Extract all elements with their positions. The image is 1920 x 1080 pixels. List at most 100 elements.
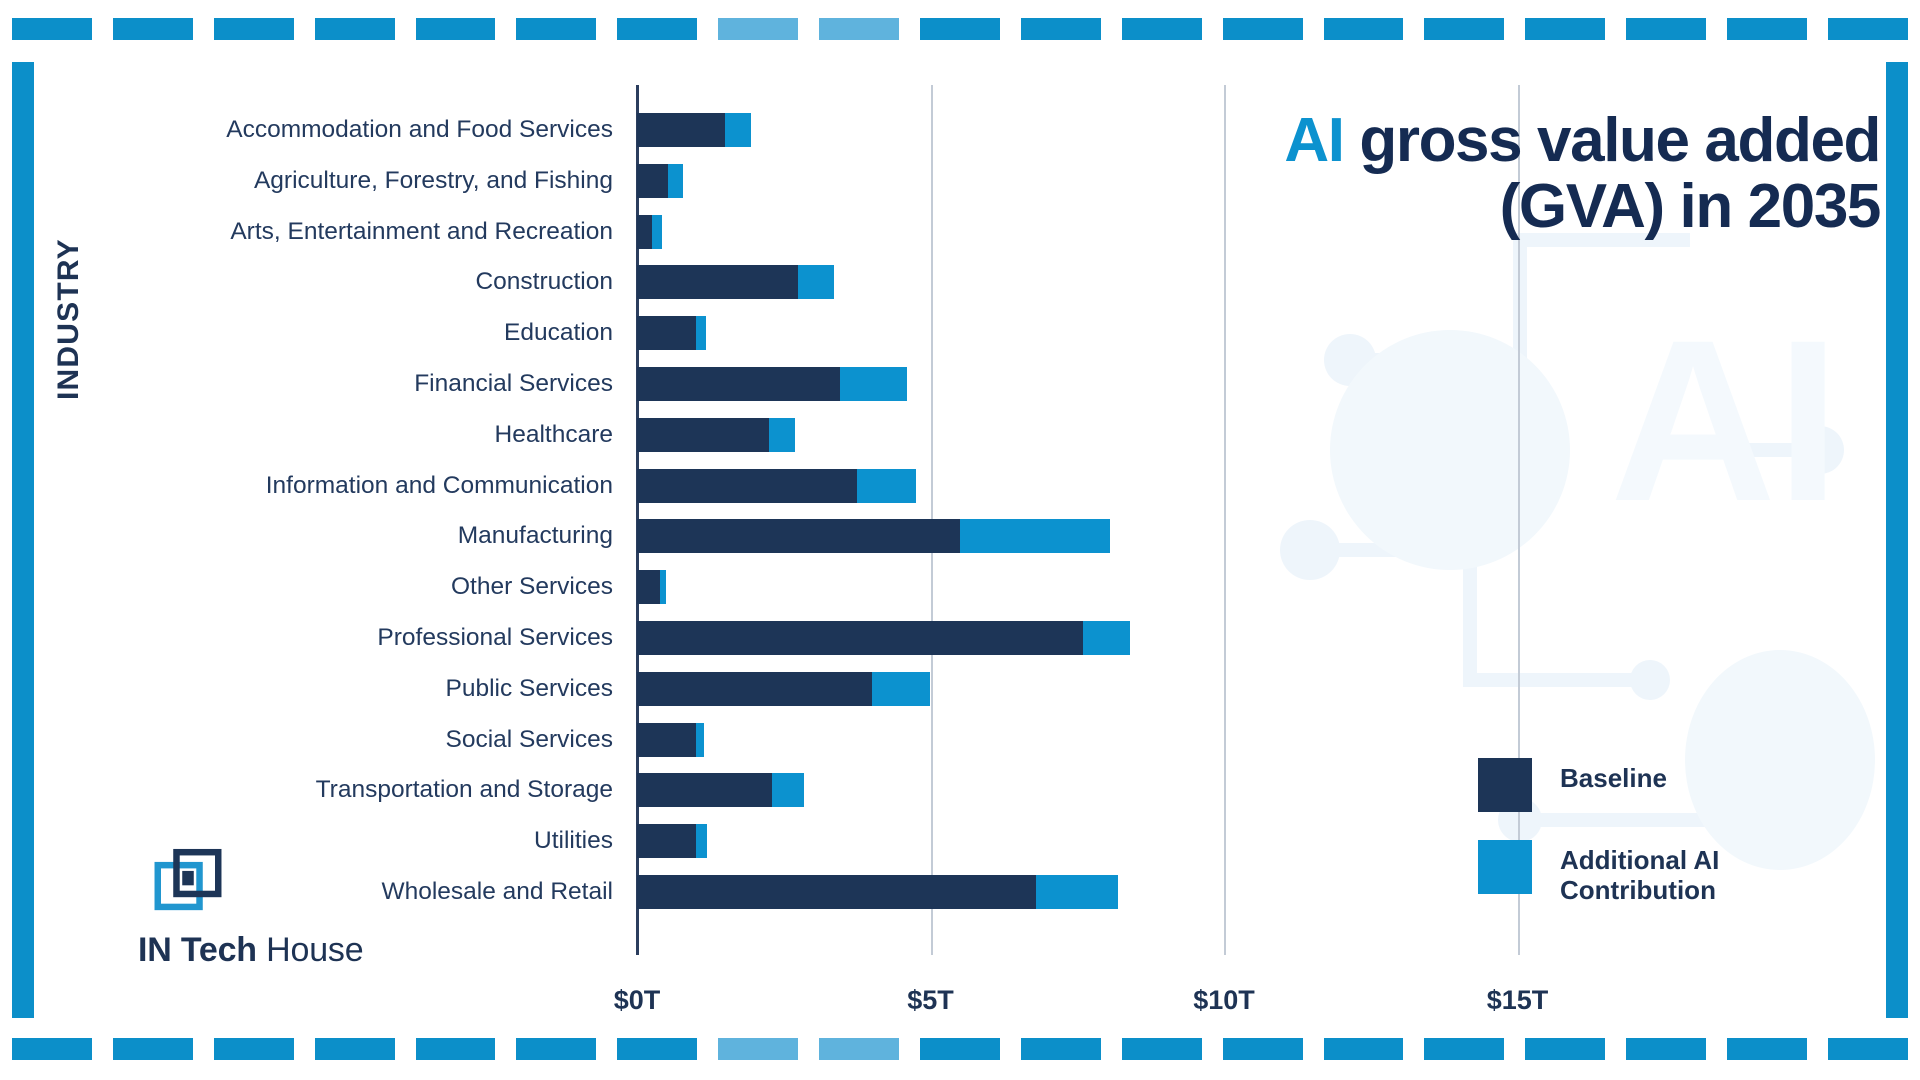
- dash-segment: [12, 1038, 92, 1060]
- left-border-bar: [12, 62, 34, 1018]
- dash-segment: [1727, 18, 1808, 40]
- bar-row[interactable]: [637, 671, 931, 706]
- logo-light-text: House: [266, 931, 364, 969]
- title-highlight: AI: [1284, 106, 1345, 175]
- x-tick-label: $15T: [1486, 985, 1549, 1015]
- bar-row[interactable]: [637, 722, 705, 757]
- dash-segment: [213, 18, 294, 40]
- legend-label: Baseline: [1560, 763, 1667, 793]
- bar-segment-baseline: [637, 621, 1084, 655]
- bar-row[interactable]: [637, 163, 683, 198]
- dash-segment: [1323, 18, 1404, 40]
- dash-segment: [1525, 1038, 1606, 1060]
- bottom-dashed-border: [0, 1038, 1920, 1060]
- dash-segment: [819, 1038, 900, 1060]
- category-label: Public Services: [445, 674, 613, 702]
- bar-segment-baseline: [637, 214, 652, 249]
- dash-segment: [1222, 1038, 1303, 1060]
- bar-row[interactable]: [637, 519, 1110, 554]
- bar-row[interactable]: [637, 875, 1119, 909]
- bar-segment-baseline: [637, 316, 696, 351]
- dash-segment: [1323, 1038, 1404, 1060]
- bar-row[interactable]: [637, 265, 834, 300]
- bar-row[interactable]: [637, 824, 708, 859]
- category-label: Social Services: [445, 725, 613, 753]
- bar-row[interactable]: [637, 417, 796, 452]
- bar-row[interactable]: [637, 773, 805, 808]
- dash-segment: [314, 18, 395, 40]
- dash-segment: [1626, 18, 1707, 40]
- title-rest: gross value added: [1343, 106, 1881, 175]
- dash-segment: [1828, 18, 1908, 40]
- bar-segment-ai-contribution: [959, 519, 1110, 554]
- bar-segment-baseline: [637, 519, 960, 554]
- bar-row[interactable]: [637, 468, 916, 503]
- bar-segment-baseline: [637, 671, 872, 706]
- page-title: AI gross value added (GVA) in 2035: [880, 106, 1881, 239]
- bar-segment-ai-contribution: [725, 113, 752, 147]
- bar-row[interactable]: [637, 367, 907, 401]
- brand-logo: IN Tech House: [138, 845, 364, 970]
- dash-segment: [920, 18, 1000, 40]
- dash-segment: [1424, 1038, 1505, 1060]
- bar-segment-baseline: [637, 773, 772, 808]
- gridline-15T: [1517, 85, 1520, 955]
- x-tick-label: $0T: [613, 985, 661, 1015]
- legend: Baseline Additional AI Contribution: [1478, 758, 1719, 933]
- bar-segment-baseline: [637, 468, 858, 503]
- legend-label: Additional AI Contribution: [1560, 845, 1720, 905]
- dash-segment: [112, 1038, 193, 1060]
- category-label: Financial Services: [414, 370, 613, 397]
- dash-segment: [1222, 18, 1303, 40]
- dash-segment: [920, 1038, 1000, 1060]
- bar-segment-baseline: [637, 875, 1037, 909]
- category-label: Accommodation and Food Services: [226, 116, 613, 143]
- dash-segment: [516, 18, 597, 40]
- category-label: Construction: [475, 268, 613, 296]
- dash-segment: [314, 1038, 395, 1060]
- dash-segment: [1020, 18, 1101, 40]
- bar-segment-ai-contribution: [651, 214, 662, 249]
- x-tick-label: $10T: [1193, 985, 1255, 1015]
- bar-segment-ai-contribution: [857, 468, 916, 503]
- category-label: Professional Services: [377, 624, 613, 651]
- bar-row[interactable]: [637, 570, 667, 605]
- bar-segment-baseline: [637, 824, 696, 859]
- bar-row[interactable]: [637, 621, 1131, 655]
- dash-segment: [1424, 18, 1505, 40]
- bar-segment-baseline: [637, 570, 661, 605]
- dash-segment: [213, 1038, 294, 1060]
- dash-segment: [1020, 1038, 1101, 1060]
- dash-segment: [415, 18, 496, 40]
- dash-segment: [819, 18, 900, 40]
- x-tick-label: $5T: [907, 985, 954, 1015]
- bar-segment-baseline: [637, 265, 799, 300]
- category-label: Other Services: [450, 573, 613, 601]
- bar-row[interactable]: [637, 113, 752, 147]
- category-label: Information and Communication: [265, 471, 613, 499]
- right-border-bar: [1886, 62, 1908, 1018]
- category-label: Healthcare: [494, 420, 613, 448]
- category-label: Wholesale and Retail: [381, 878, 613, 905]
- bar-segment-ai-contribution: [772, 773, 805, 808]
- category-label: Agriculture, Forestry, and Fishing: [253, 166, 613, 194]
- intechhouse-mark-icon: [154, 848, 222, 911]
- bar-segment-ai-contribution: [1036, 875, 1119, 909]
- dash-segment: [12, 18, 92, 40]
- bar-segment-baseline: [637, 163, 669, 198]
- bar-row[interactable]: [637, 214, 662, 249]
- dash-segment: [1727, 1038, 1808, 1060]
- category-label: Education: [504, 319, 613, 347]
- dash-segment: [516, 1038, 597, 1060]
- bar-segment-ai-contribution: [668, 163, 683, 198]
- dash-segment: [1525, 18, 1606, 40]
- logo-bold-text: IN Tech: [138, 931, 257, 969]
- bar-segment-ai-contribution: [769, 417, 796, 452]
- legend-item[interactable]: Baseline: [1478, 758, 1719, 812]
- legend-item[interactable]: Additional AI Contribution: [1478, 840, 1719, 905]
- dash-segment: [617, 1038, 698, 1060]
- bar-segment-ai-contribution: [695, 722, 705, 757]
- bar-row[interactable]: [637, 316, 707, 351]
